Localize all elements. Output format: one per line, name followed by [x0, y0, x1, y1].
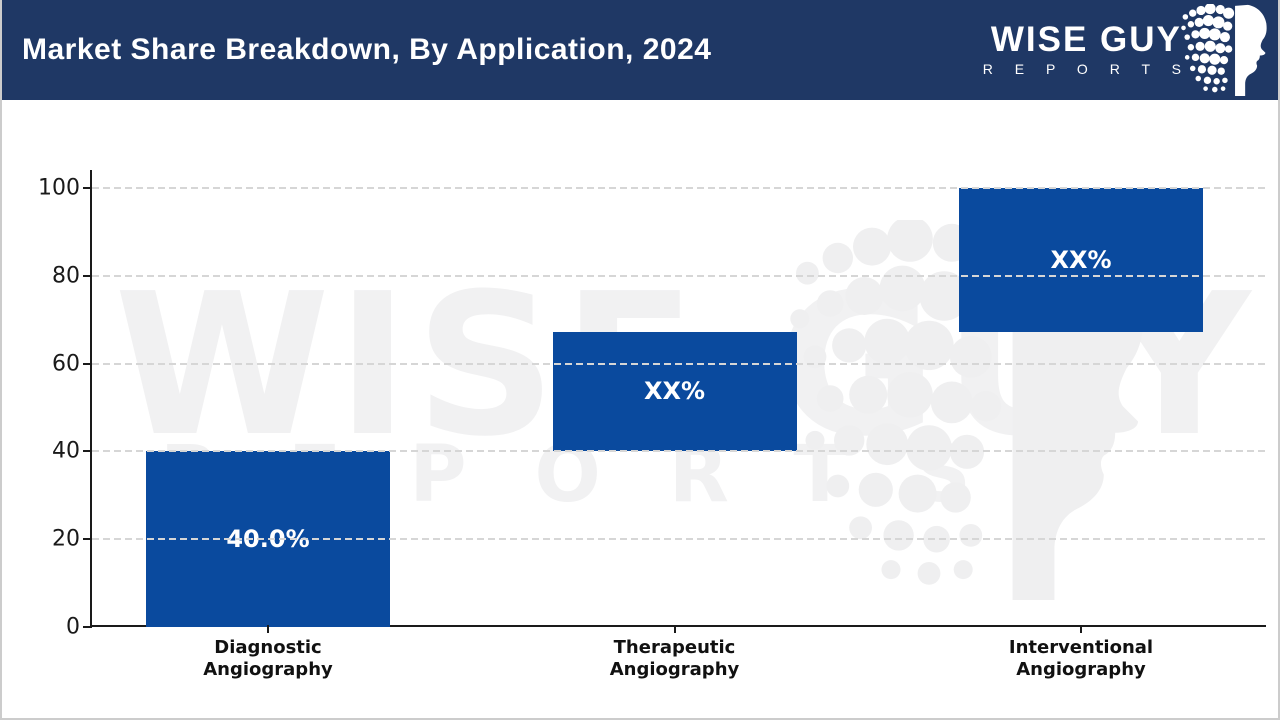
gridline-100 [92, 187, 1266, 189]
bar-value-label: XX% [643, 377, 706, 406]
logo-line2: R E P O R T S [982, 61, 1190, 77]
plot-area: 0 20 40 60 80 100 40.0% Diagnostic Angiography XX… [38, 170, 1266, 680]
y-tick-label-80: 80 [52, 263, 80, 289]
y-tick-label-60: 60 [52, 351, 80, 377]
y-tick-mark-60 [83, 362, 92, 365]
x-category-label: Interventional Angiography [1008, 637, 1154, 680]
y-tick-mark-40 [83, 450, 92, 453]
logo-line1: WISE GUY [990, 20, 1182, 59]
wiseguy-logo: WISE GUY R E P O R T S [983, 4, 1272, 96]
logo-wordmark: WISE GUY R E P O R T S [983, 22, 1190, 78]
bar-segment: XX% [552, 331, 797, 452]
y-tick-mark-100 [83, 187, 92, 189]
bar-segment: XX% [959, 188, 1203, 332]
y-tick-mark-80 [83, 274, 92, 277]
y-tick-mark-20 [83, 538, 92, 541]
wiseguy-head-icon [1176, 4, 1272, 96]
y-tick-label-40: 40 [52, 438, 80, 464]
gridline-40 [92, 450, 1266, 453]
gridline-80 [92, 274, 1266, 277]
page-title: Market Share Breakdown, By Application, … [22, 33, 712, 66]
y-tick-label-20: 20 [52, 526, 80, 552]
x-category-label: Therapeutic Angiography [609, 637, 740, 680]
x-category-label: Diagnostic Angiography [203, 637, 333, 680]
y-tick-mark-0 [83, 626, 92, 628]
y-tick-label-100: 100 [38, 175, 80, 201]
x-tick-mark [1080, 625, 1082, 633]
gridline-60 [92, 362, 1266, 365]
x-tick-mark [267, 625, 269, 633]
x-tick-mark [673, 625, 676, 633]
header-bar: Market Share Breakdown, By Application, … [2, 0, 1278, 100]
bar-value-label: XX% [1050, 245, 1112, 274]
gridline-20 [92, 538, 1266, 541]
y-tick-label-0: 0 [66, 614, 80, 640]
